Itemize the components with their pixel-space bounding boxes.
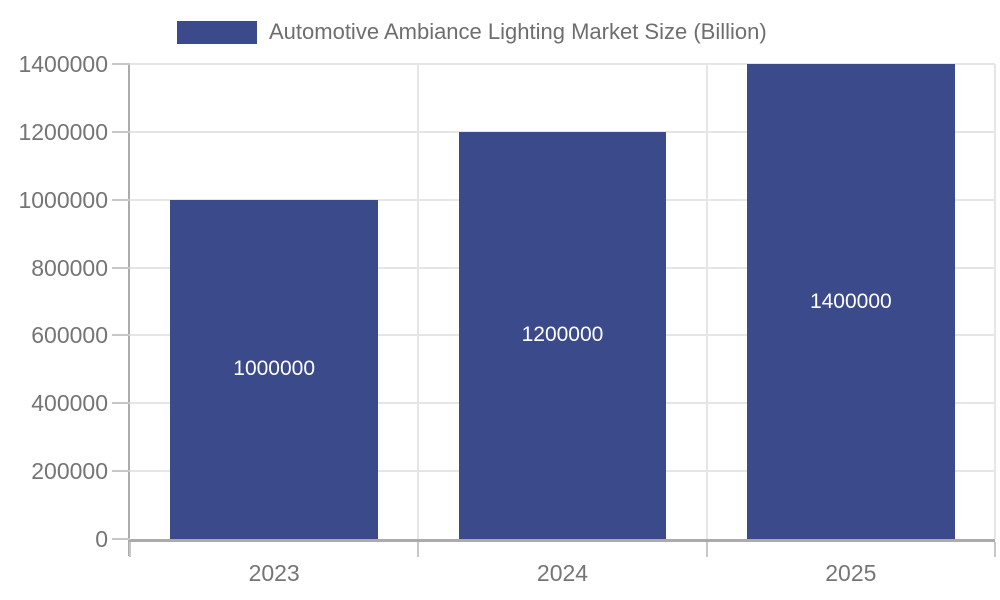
x-axis-tick-label: 2025 <box>825 560 877 586</box>
x-axis-tick <box>705 542 708 557</box>
gridline-horizontal <box>130 63 995 65</box>
y-axis-tick-label: 1000000 <box>18 186 108 213</box>
legend-label: Automotive Ambiance Lighting Market Size… <box>269 19 767 44</box>
y-axis-tick-label: 1200000 <box>18 118 108 145</box>
y-axis-tick <box>112 63 130 65</box>
legend: Automotive Ambiance Lighting Market Size… <box>177 18 767 46</box>
y-axis-tick <box>112 198 130 201</box>
y-axis-tick-label: 1400000 <box>18 51 108 77</box>
y-axis-tick-label: 600000 <box>31 322 108 349</box>
y-axis-line <box>128 64 130 556</box>
plot-area: 1000000 1200000 1400000 <box>128 63 996 556</box>
bar-value-label: 1400000 <box>809 289 892 313</box>
x-axis-tick <box>129 542 131 557</box>
bar-value-label: 1000000 <box>233 357 316 381</box>
gridline-horizontal <box>130 130 995 133</box>
gridline-vertical <box>994 64 996 539</box>
legend-swatch <box>177 20 257 44</box>
y-axis-tick-label: 800000 <box>31 254 108 281</box>
x-axis-tick-label: 2024 <box>536 560 589 586</box>
y-axis-tick <box>112 334 130 337</box>
bar-value-label: 1200000 <box>521 323 604 347</box>
y-axis-tick <box>112 470 130 473</box>
y-axis-tick <box>112 266 130 269</box>
gridline-vertical <box>417 64 420 539</box>
bar: 1400000 <box>747 64 955 539</box>
x-axis-tick-label: 2023 <box>248 560 300 586</box>
gridline-vertical <box>705 64 708 539</box>
y-axis-tick-label: 400000 <box>31 390 108 417</box>
x-axis-tick <box>417 542 420 557</box>
y-axis-tick <box>112 130 130 133</box>
y-axis-tick-label: 0 <box>95 526 108 552</box>
y-axis-tick <box>112 538 130 540</box>
x-axis-tick <box>994 542 996 557</box>
y-axis-tick-label: 200000 <box>31 458 108 485</box>
bar: 1000000 <box>170 199 378 539</box>
x-axis-line <box>130 539 995 542</box>
y-axis-tick <box>112 402 130 405</box>
bar: 1200000 <box>458 131 667 539</box>
